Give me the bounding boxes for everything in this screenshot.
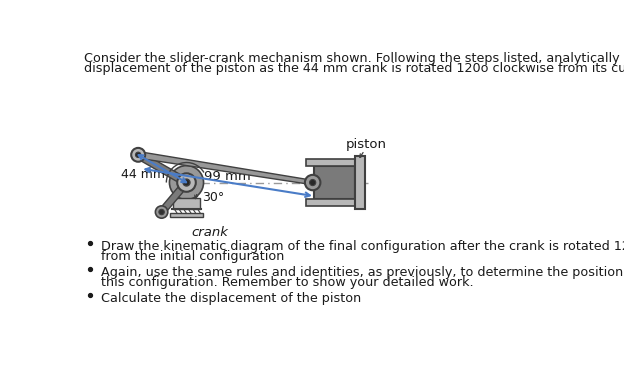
Text: Again, use the same rules and identities, as previously, to determine the positi: Again, use the same rules and identities… (101, 266, 624, 279)
Circle shape (177, 173, 196, 192)
FancyBboxPatch shape (306, 199, 363, 206)
Text: this configuration. Remember to show your detailed work.: this configuration. Remember to show you… (101, 276, 474, 290)
Text: crank: crank (192, 226, 228, 239)
Text: Draw the kinematic diagram of the final configuration after the crank is rotated: Draw the kinematic diagram of the final … (101, 240, 624, 252)
Text: 44 mm: 44 mm (121, 168, 165, 182)
Circle shape (183, 179, 190, 186)
FancyBboxPatch shape (354, 157, 366, 209)
Circle shape (305, 175, 320, 190)
Polygon shape (138, 151, 313, 185)
Text: 99 mm: 99 mm (204, 170, 251, 183)
Text: Consider the slider-crank mechanism shown. Following the steps listed, analytica: Consider the slider-crank mechanism show… (84, 52, 624, 65)
Circle shape (170, 166, 203, 199)
FancyBboxPatch shape (173, 198, 200, 209)
FancyBboxPatch shape (306, 160, 363, 166)
Polygon shape (136, 152, 188, 186)
Text: piston: piston (346, 138, 387, 150)
Text: 30°: 30° (202, 191, 224, 204)
Polygon shape (159, 180, 189, 214)
Circle shape (155, 206, 168, 218)
Circle shape (131, 148, 145, 162)
Circle shape (310, 180, 316, 186)
Text: displacement of the piston as the 44 mm crank is rotated 120o clockwise from its: displacement of the piston as the 44 mm … (84, 63, 624, 75)
Text: Calculate the displacement of the piston: Calculate the displacement of the piston (101, 292, 361, 305)
FancyBboxPatch shape (314, 166, 354, 199)
Text: from the initial configuration: from the initial configuration (101, 250, 285, 263)
FancyBboxPatch shape (170, 213, 203, 217)
Circle shape (135, 152, 141, 158)
Circle shape (159, 209, 164, 215)
